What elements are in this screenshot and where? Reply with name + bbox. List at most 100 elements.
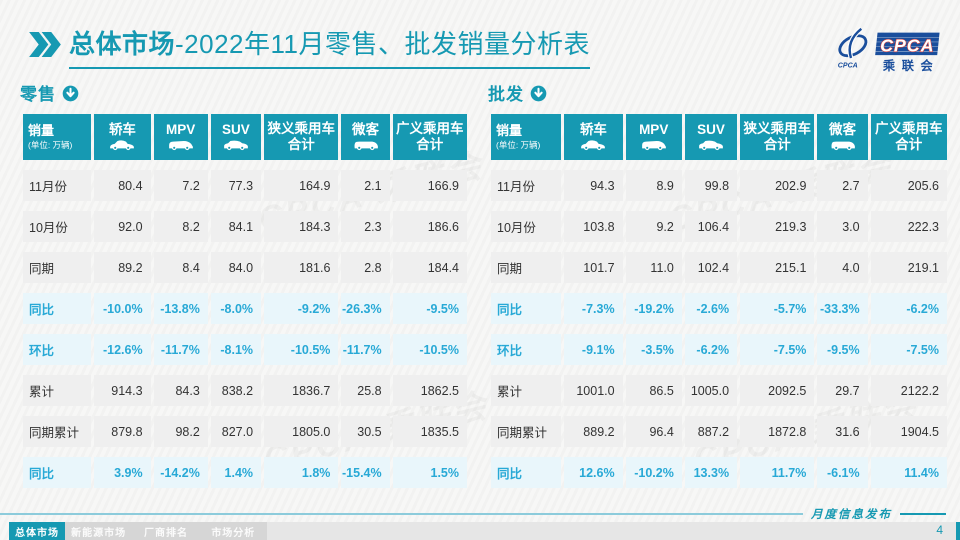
value-cell: 889.2 [564,416,623,447]
value-cell: -9.1% [564,334,623,365]
value-cell: 1.5% [392,457,467,488]
title-section-name: 总体市场 [69,29,176,59]
mpv-icon [154,139,208,152]
row-label: 同比 [23,457,92,488]
column-label: 广义乘用车 [875,121,943,137]
table-row: 累计 914.3 84.3 838.2 1836.7 25.8 1862.5 [23,375,467,406]
row-label: 同比 [491,457,562,488]
unit-sub-label: (单位: 万辆) [496,139,541,150]
value-cell: 84.1 [210,211,262,242]
table-row: 10月份 103.8 9.2 106.4 219.3 3.0 222.3 [491,211,947,242]
column-header-microvan: 微客 [341,114,390,160]
release-row: 月度信息发布 [0,508,960,521]
svg-text:CPCA: CPCA [880,35,934,55]
value-cell: -10.0% [94,293,151,324]
title-rest: -2022年11月零售、批发销量分析表 [175,29,591,59]
retail-section: 零售 销量 (单位: 万辆) 轿车 MPV SUV 狭义乘用车 合计 微客 广义乘用车 合计 11月… [20,80,470,498]
value-cell: -8.1% [210,334,262,365]
value-cell: 181.6 [264,252,339,283]
value-cell: -9.2% [264,293,339,324]
value-cell: 219.3 [740,211,815,242]
table-row: 同期 101.7 11.0 102.4 215.1 4.0 219.1 [491,252,947,283]
value-cell: 77.3 [210,170,262,201]
tab-1[interactable]: 新能源市场 [71,527,127,539]
bottom-tab-bar: 总体市场 新能源市场 厂商排名 市场分析 4 [0,522,960,540]
value-cell: 9.2 [625,211,682,242]
column-header-total-5: 广义乘用车 合计 [870,114,947,160]
value-cell: -19.2% [625,293,682,324]
suv-icon [211,139,261,152]
value-cell: 2.1 [341,170,390,201]
row-label: 同比 [491,293,562,324]
retail-table: 销量 (单位: 万辆) 轿车 MPV SUV 狭义乘用车 合计 微客 广义乘用车 合计 11月份 80… [20,104,470,498]
row-label: 环比 [491,334,562,365]
tab-active-0[interactable]: 总体市场 [9,522,65,540]
row-label: 环比 [23,334,92,365]
microvan-icon [341,139,389,152]
tab-3[interactable]: 市场分析 [211,527,256,539]
page-title: 总体市场-2022年11月零售、批发销量分析表 [69,24,591,69]
value-cell: 101.7 [564,252,623,283]
value-cell: 2.3 [341,211,390,242]
value-cell: -12.6% [94,334,151,365]
value-cell: 202.9 [740,170,815,201]
value-cell: -7.5% [740,334,815,365]
value-cell: -5.7% [740,293,815,324]
page-number: 4 [936,523,943,537]
value-cell: 92.0 [94,211,151,242]
value-cell: -6.1% [817,457,868,488]
value-cell: 11.0 [625,252,682,283]
wholesale-section-header: 批发 [488,80,950,104]
column-label: 轿车 [579,121,607,137]
column-label: MPV [166,121,196,137]
column-header-sedan: 轿车 [564,114,623,160]
value-cell: 102.4 [684,252,738,283]
value-cell: -3.5% [625,334,682,365]
column-label: 微客 [829,121,856,137]
tables-area: 零售 销量 (单位: 万辆) 轿车 MPV SUV 狭义乘用车 合计 微客 广义乘用车 合计 11月… [20,80,950,498]
column-label-line2: 合计 [416,137,444,152]
divider-line [0,513,803,515]
value-cell: 879.8 [94,416,151,447]
value-cell: -6.2% [684,334,738,365]
value-cell: 2.7 [817,170,868,201]
row-label: 同比 [23,293,92,324]
value-cell: 8.2 [153,211,208,242]
row-label: 10月份 [23,211,92,242]
column-label: 狭义乘用车 [743,121,811,137]
unit-sub-label: (单位: 万辆) [28,139,73,150]
value-cell: 2.8 [341,252,390,283]
unit-main-label: 销量 [28,122,55,138]
value-cell: -7.3% [564,293,623,324]
value-cell: 86.5 [625,375,682,406]
column-label: 微客 [352,121,379,137]
svg-text:CPCA: CPCA [838,62,858,69]
value-cell: 184.3 [264,211,339,242]
column-header-sedan: 轿车 [94,114,151,160]
tab-2[interactable]: 厂商排名 [143,527,188,539]
value-cell: 94.3 [564,170,623,201]
table-row: 11月份 94.3 8.9 99.8 202.9 2.7 205.6 [491,170,947,201]
value-cell: 11.7% [740,457,815,488]
column-label: SUV [697,121,725,137]
value-cell: -13.8% [153,293,208,324]
value-cell: 4.0 [817,252,868,283]
value-cell: 80.4 [94,170,151,201]
value-cell: 7.2 [153,170,208,201]
header-row: 销量 (单位: 万辆) 轿车 MPV SUV 狭义乘用车 合计 微客 广义乘用车 合计 [23,114,467,160]
mpv-icon [626,139,682,152]
down-circle-icon[interactable] [530,85,547,102]
down-circle-icon[interactable] [62,85,79,102]
value-cell: 914.3 [94,375,151,406]
value-cell: -9.5% [817,334,868,365]
table-row: 环比 -9.1% -3.5% -6.2% -7.5% -9.5% -7.5% [491,334,947,365]
value-cell: -6.2% [870,293,947,324]
retail-section-header: 零售 [20,80,470,104]
value-cell: 887.2 [684,416,738,447]
table-row: 同比 12.6% -10.2% 13.3% 11.7% -6.1% 11.4% [491,457,947,488]
value-cell: -9.5% [392,293,467,324]
value-cell: -10.5% [392,334,467,365]
table-row: 同比 -7.3% -19.2% -2.6% -5.7% -33.3% -6.2% [491,293,947,324]
value-cell: -26.3% [341,293,390,324]
value-cell: 219.1 [870,252,947,283]
